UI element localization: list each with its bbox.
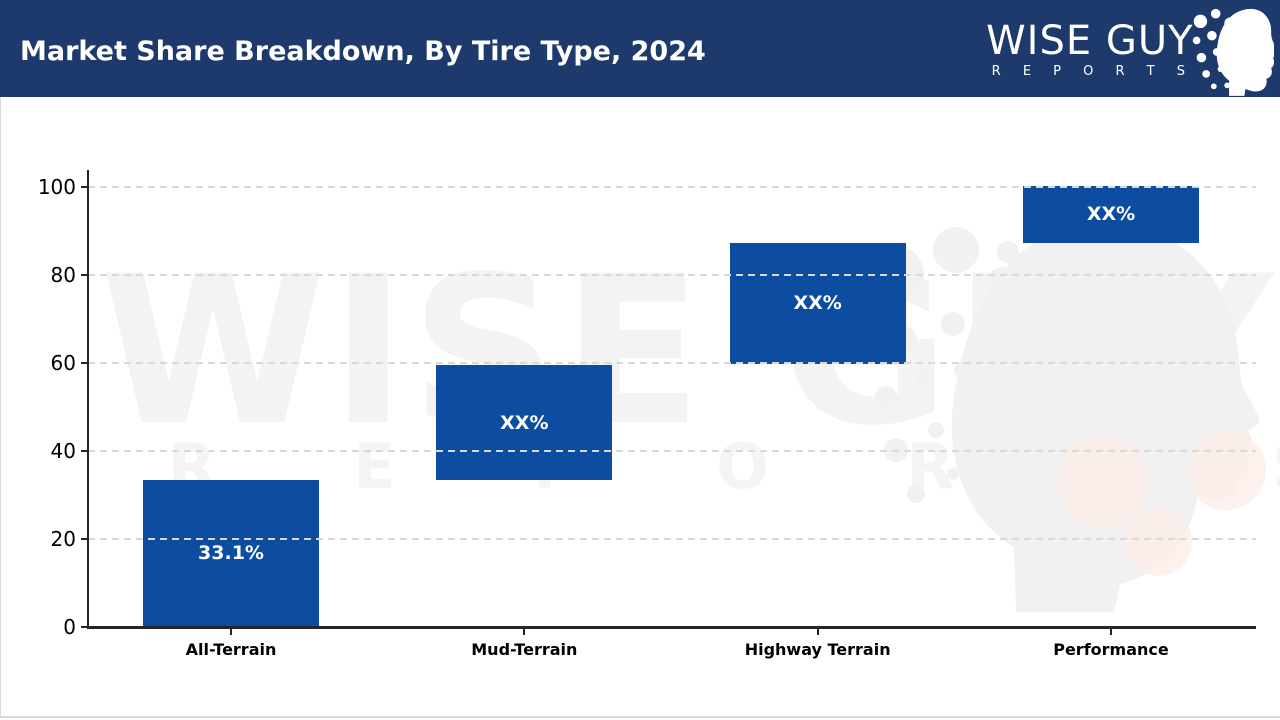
x-axis-label-all-terrain: All-Terrain [185,640,277,659]
header-bar: Market Share Breakdown, By Tire Type, 20… [0,0,1280,97]
y-axis-tick-label: 60 [50,351,76,375]
y-axis-line [87,170,89,629]
x-axis-label-mud-terrain: Mud-Terrain [471,640,578,659]
y-axis-tick-mark [81,186,88,188]
x-axis-tick-mark [816,628,819,635]
y-axis-tick-label: 100 [37,175,76,199]
y-axis-tick-mark [81,450,88,452]
wiseguy-logo-face-icon [1192,8,1274,96]
gridline-20 [88,538,1256,540]
logo-subtitle: R E P O R T S [991,64,1194,79]
bar-all-terrain [143,480,319,626]
y-axis-tick-label: 20 [50,527,76,551]
y-axis-tick-label: 80 [50,263,76,287]
left-border-line [0,97,1,718]
y-axis-tick-mark [81,538,88,540]
bar-value-label-mud-terrain: XX% [500,411,549,434]
page-title: Market Share Breakdown, By Tire Type, 20… [20,36,706,67]
bar-value-label-all-terrain: 33.1% [198,542,264,565]
y-axis-tick-mark [81,626,88,628]
gridline-100 [88,186,1256,188]
x-axis-tick-mark [1109,628,1112,635]
logo-wordmark: WISE GUY [986,18,1194,64]
x-axis-label-highway-terrain: Highway Terrain [744,640,891,659]
x-axis-label-performance: Performance [1053,640,1169,659]
x-axis-line [87,626,1256,629]
y-axis-tick-label: 0 [63,615,76,639]
bar-value-label-highway-terrain: XX% [793,292,842,315]
gridline-40 [88,450,1256,452]
gridline-80 [88,274,1256,276]
y-axis-tick-mark [81,362,88,364]
bar-value-label-performance: XX% [1086,203,1136,226]
chart-area: 0 20 40 60 80 100 33.1% All-Terrain XX% Mud-Terra… [0,97,1280,720]
bar-performance [1022,186,1199,243]
bottom-border-line [0,716,1280,718]
gridline-60 [88,362,1256,364]
wiseguy-logo: WISE GUY R E P O R T S [986,6,1274,96]
y-axis-tick-label: 40 [50,439,76,463]
y-axis-tick-mark [81,274,88,276]
bar-highway-terrain [729,243,906,364]
x-axis-tick-mark [230,628,232,635]
x-axis-tick-mark [523,628,526,635]
bar-mud-terrain [436,364,613,481]
